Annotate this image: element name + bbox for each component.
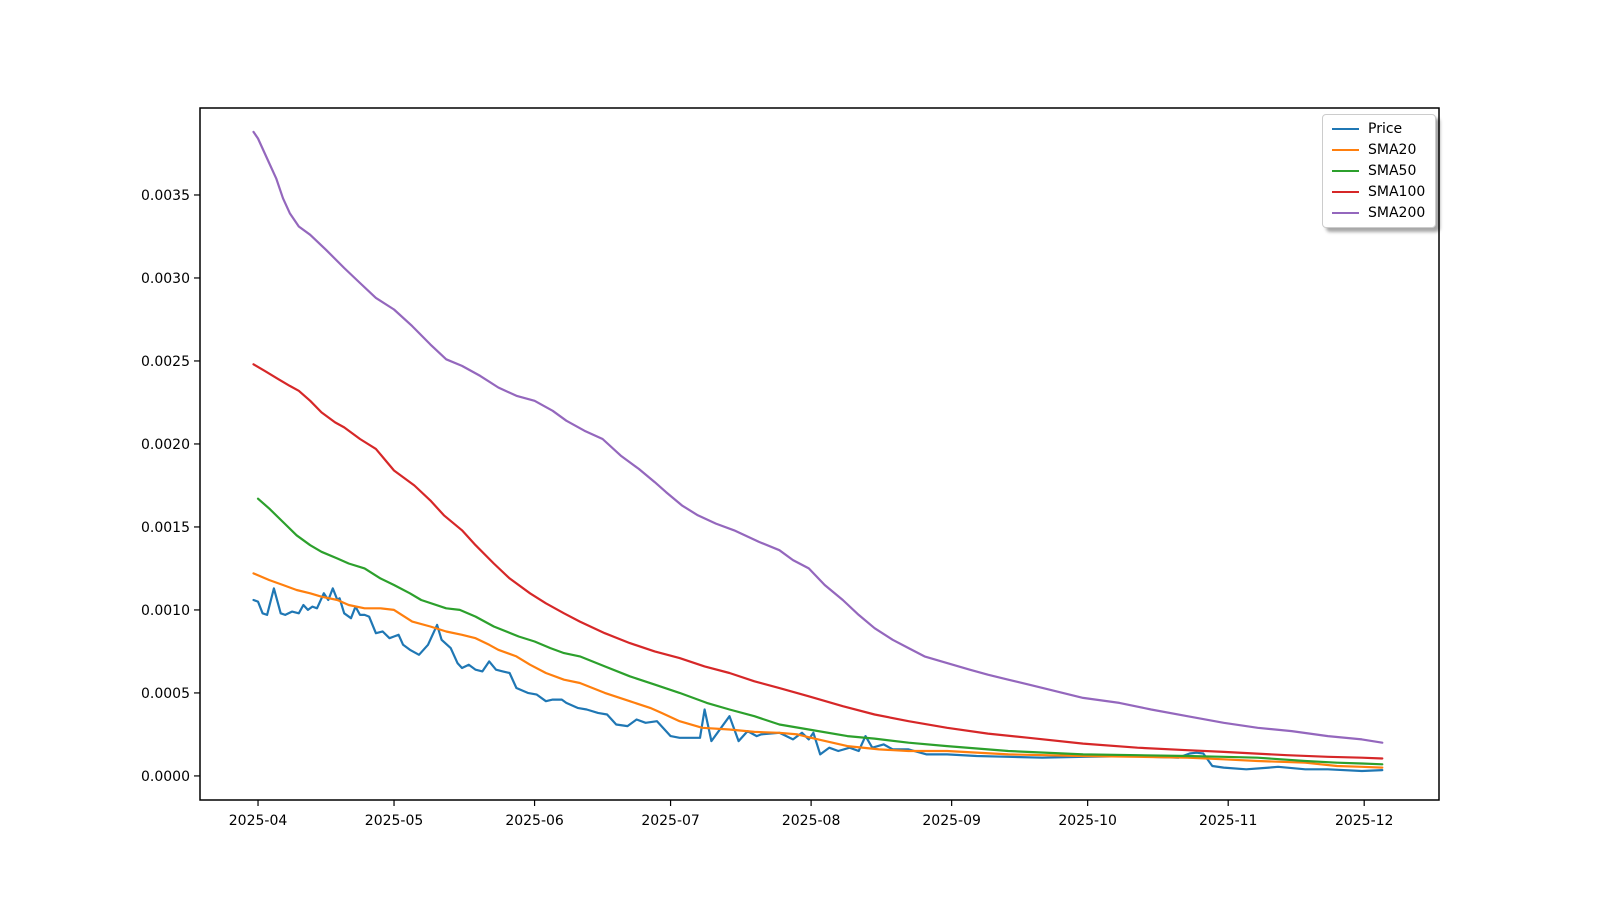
legend-item-sma100: SMA100 xyxy=(1332,185,1425,199)
x-tick-label: 2025-08 xyxy=(782,813,841,829)
y-tick-label: 0.0030 xyxy=(141,271,190,287)
legend-item-price: Price xyxy=(1332,122,1425,136)
legend-label: SMA50 xyxy=(1368,163,1417,179)
sma100-line xyxy=(252,363,1384,760)
sma20-line xyxy=(252,572,1384,769)
legend-line-swatch xyxy=(1332,149,1359,151)
price-line xyxy=(252,587,1384,773)
legend-label: SMA200 xyxy=(1368,205,1426,221)
sma50-line xyxy=(256,497,1384,766)
y-tick-label: 0.0010 xyxy=(141,603,190,619)
x-tick-label: 2025-10 xyxy=(1058,813,1117,829)
x-tick-label: 2025-07 xyxy=(641,813,700,829)
y-tick-label: 0.0015 xyxy=(141,520,190,536)
legend-label: SMA100 xyxy=(1368,184,1426,200)
y-tick-label: 0.0035 xyxy=(141,188,190,204)
y-tick-label: 0.0005 xyxy=(141,686,190,702)
x-tick-label: 2025-09 xyxy=(922,813,981,829)
x-tick-label: 2025-05 xyxy=(365,813,424,829)
legend-label: SMA20 xyxy=(1368,142,1417,158)
y-tick-label: 0.0025 xyxy=(141,354,190,370)
legend-item-sma200: SMA200 xyxy=(1332,206,1425,220)
legend-line-swatch xyxy=(1332,170,1359,172)
legend-line-swatch xyxy=(1332,191,1359,193)
y-tick-label: 0.0000 xyxy=(141,769,190,785)
sma200-line xyxy=(252,130,1384,744)
legend-line-swatch xyxy=(1332,212,1359,214)
legend-line-swatch xyxy=(1332,128,1359,130)
x-tick-label: 2025-12 xyxy=(1335,813,1394,829)
x-tick-label: 2025-06 xyxy=(505,813,564,829)
plot-border xyxy=(199,107,1440,801)
x-tick-label: 2025-11 xyxy=(1199,813,1258,829)
legend: Price SMA20 SMA50 SMA100 SMA200 xyxy=(1322,114,1437,228)
y-tick-label: 0.0020 xyxy=(141,437,190,453)
x-tick-label: 2025-04 xyxy=(229,813,288,829)
legend-label: Price xyxy=(1368,121,1403,137)
legend-item-sma20: SMA20 xyxy=(1332,143,1425,157)
legend-item-sma50: SMA50 xyxy=(1332,164,1425,178)
